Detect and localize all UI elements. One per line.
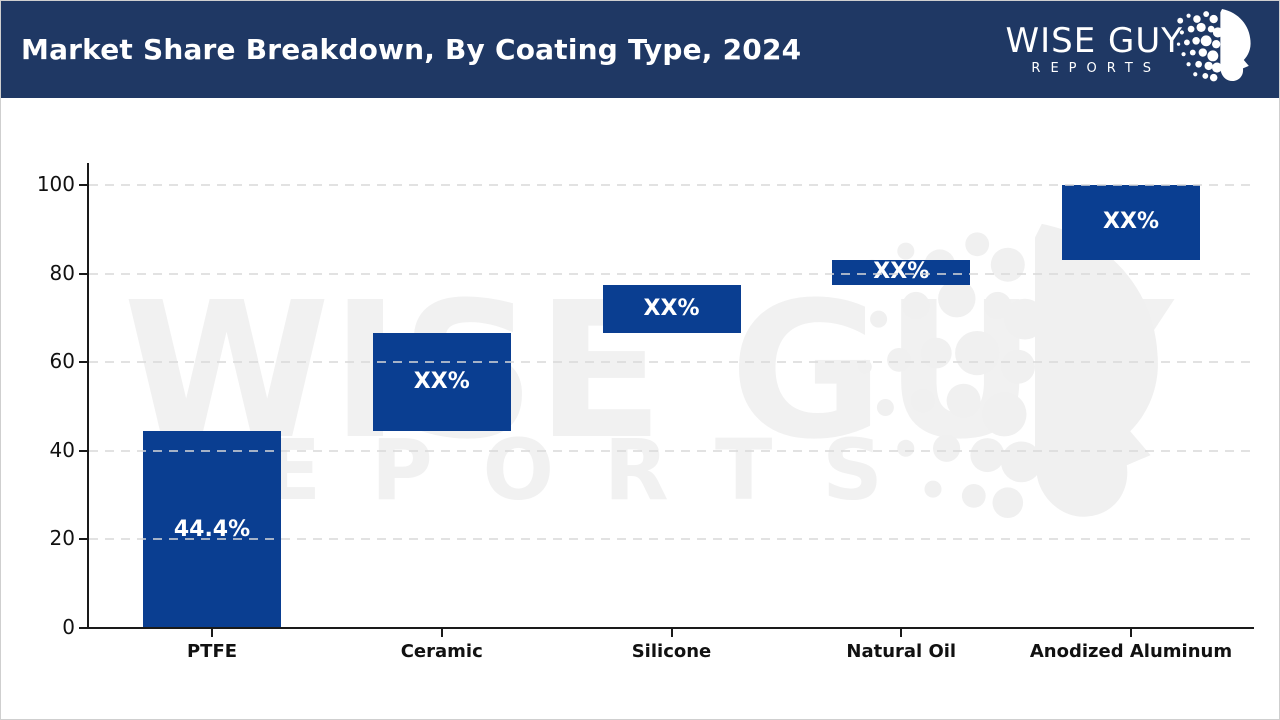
y-tick-mark-80 <box>79 272 87 275</box>
y-tick-mark-40 <box>79 449 87 452</box>
bar-label-ceramic: XX% <box>413 369 470 395</box>
bar-anodized-aluminum: XX% <box>1062 185 1200 260</box>
logo-wordmark: WISE GUY REPORTS <box>1005 24 1183 76</box>
y-tick-label-100: 100 <box>36 172 75 196</box>
bar-label-anodized-aluminum: XX% <box>1103 209 1159 235</box>
gridline-20 <box>89 538 1254 541</box>
bar-label-natural-oil: XX% <box>873 259 930 285</box>
y-tick-mark-100 <box>79 184 87 186</box>
y-tick-label-0: 0 <box>62 615 75 639</box>
x-tick-mark-anodized-aluminum <box>1130 629 1132 637</box>
y-tick-label-80: 80 <box>49 260 75 285</box>
y-tick-label-40: 40 <box>49 437 75 462</box>
bar-label-ptfe: 44.4% <box>173 516 251 542</box>
x-tick-label-ptfe: PTFE <box>186 641 238 662</box>
x-tick-label-ceramic: Ceramic <box>400 641 483 662</box>
x-tick-label-anodized-aluminum: Anodized Aluminum <box>1029 641 1233 662</box>
y-axis-line <box>87 163 89 629</box>
bar-label-silicone: XX% <box>643 295 700 321</box>
x-tick-mark-ceramic <box>440 629 443 637</box>
bar-ptfe: 44.4% <box>143 431 281 628</box>
y-tick-label-20: 20 <box>49 526 75 551</box>
gridline-80 <box>89 272 1254 275</box>
bar-silicone: XX% <box>602 284 741 333</box>
logo-wiseguy-text: WISE GUY <box>1005 20 1183 61</box>
chart-title: Market Share Breakdown, By Coating Type,… <box>21 33 802 66</box>
x-axis-line <box>87 627 1254 629</box>
x-tick-mark-natural-oil <box>900 629 903 637</box>
waterfall-chart: WISE GUY REPORTS 0 20 40 60 80 100 44.4% PTFE XX… <box>1 98 1279 719</box>
bar-ceramic: XX% <box>372 332 511 432</box>
x-tick-mark-ptfe <box>211 629 213 637</box>
gridline-100 <box>89 184 1254 186</box>
header: Market Share Breakdown, By Coating Type,… <box>1 1 1279 98</box>
y-tick-mark-60 <box>79 361 87 364</box>
bar-natural-oil: XX% <box>832 259 971 285</box>
gridline-40 <box>89 449 1254 452</box>
logo-reports-text: REPORTS <box>1031 60 1162 76</box>
logo-head-icon <box>1176 8 1251 81</box>
x-tick-label-silicone: Silicone <box>631 641 712 662</box>
wise-guy-logo: WISE GUY REPORTS <box>1005 4 1255 96</box>
y-tick-label-60: 60 <box>49 349 75 374</box>
y-tick-mark-20 <box>79 538 87 541</box>
x-tick-label-natural-oil: Natural Oil <box>846 641 957 662</box>
gridline-60 <box>89 361 1254 364</box>
x-tick-mark-silicone <box>670 629 673 637</box>
y-tick-mark-0 <box>79 627 87 629</box>
